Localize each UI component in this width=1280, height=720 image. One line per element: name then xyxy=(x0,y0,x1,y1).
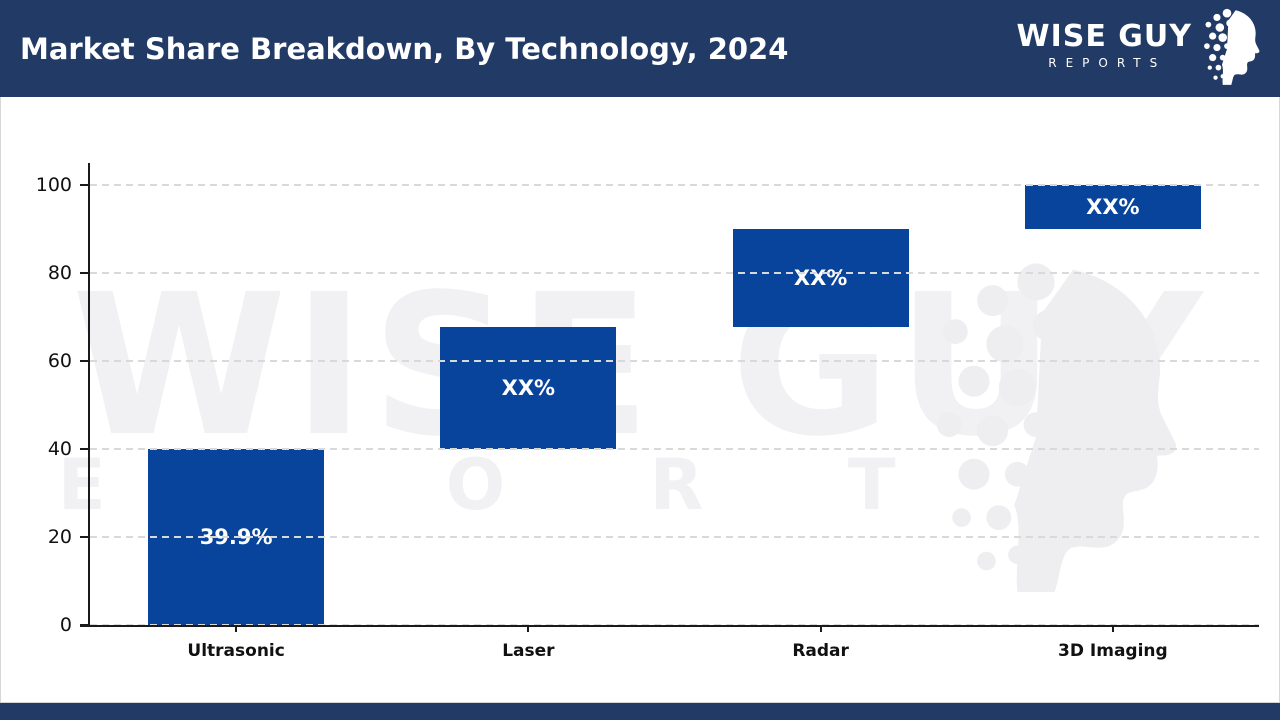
wiseguy-logo: WISE GUY REPORTS xyxy=(1016,0,1266,97)
gridline xyxy=(90,360,1259,362)
y-tick-label: 40 xyxy=(47,438,72,460)
y-tick-label: 100 xyxy=(35,174,72,196)
x-axis-line xyxy=(80,625,1259,627)
bar-label-radar: XX% xyxy=(793,266,848,291)
logo-subtext: REPORTS xyxy=(1048,56,1167,70)
chart-canvas: WISE GUY R E P O R T S 02040608010039.9%… xyxy=(0,97,1280,703)
bar-label-laser: XX% xyxy=(501,376,556,401)
y-tick-mark xyxy=(80,536,90,538)
y-tick-label: 0 xyxy=(59,614,72,636)
y-tick-label: 20 xyxy=(47,526,72,548)
y-axis-line xyxy=(88,163,90,627)
plot-area: 0 20 40 60 80 100 39.9% Ultrasonic XX% Laser XX% Ra… xyxy=(36,163,1259,661)
y-tick-mark xyxy=(80,448,90,450)
y-tick-mark xyxy=(80,272,90,274)
header-bar: Market Share Breakdown, By Technology, 2… xyxy=(0,0,1280,97)
x-tick-label-3d-imaging: 3D Imaging xyxy=(1058,641,1168,661)
wiseguy-head-icon xyxy=(1204,8,1260,85)
logo-wordmark: WISE GUY xyxy=(1016,19,1192,54)
x-tick-mark xyxy=(1111,625,1114,632)
gridline xyxy=(90,448,1259,450)
x-tick-label-radar: Radar xyxy=(792,641,849,661)
gridline xyxy=(90,184,1259,186)
y-tick-label: 60 xyxy=(47,350,72,372)
x-tick-mark xyxy=(235,625,238,632)
gridline xyxy=(90,536,1259,538)
logo-text: WISE GUY REPORTS xyxy=(1016,19,1192,71)
y-tick-mark xyxy=(80,360,90,362)
bar-laser: XX% xyxy=(440,327,617,450)
gridline xyxy=(90,272,1259,274)
y-tick-mark xyxy=(80,184,90,186)
x-tick-mark xyxy=(819,625,822,632)
bar-3d-imaging: XX% xyxy=(1024,185,1201,229)
page-title: Market Share Breakdown, By Technology, 2… xyxy=(20,31,789,66)
x-tick-label-laser: Laser xyxy=(502,641,555,661)
bar-label-3d-imaging: XX% xyxy=(1086,195,1140,219)
y-tick-label: 80 xyxy=(47,262,72,284)
x-tick-label-ultrasonic: Ultrasonic xyxy=(187,641,285,661)
bar-radar: XX% xyxy=(732,229,909,328)
footer-bar xyxy=(0,703,1280,720)
x-tick-mark xyxy=(527,625,530,632)
